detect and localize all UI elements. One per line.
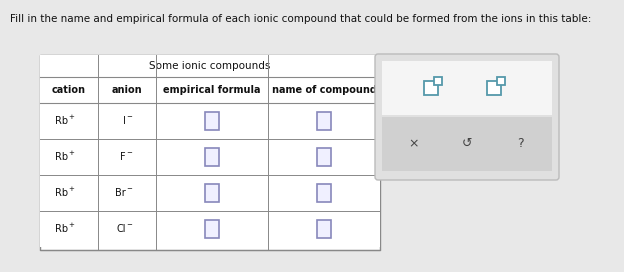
Text: +: + [69, 150, 74, 156]
Text: Cl: Cl [117, 224, 126, 234]
Bar [205, 220, 219, 238]
Bar [497, 77, 505, 85]
Bar [205, 112, 219, 130]
Bar [40, 211, 380, 247]
Text: F: F [120, 152, 126, 162]
Bar [317, 220, 331, 238]
Bar [424, 81, 439, 95]
Text: Rb: Rb [55, 116, 68, 126]
Text: +: + [69, 114, 74, 120]
Text: ?: ? [517, 137, 524, 150]
Text: Rb: Rb [55, 224, 68, 234]
Text: +: + [69, 222, 74, 228]
Text: ×: × [408, 137, 419, 150]
Bar [40, 55, 380, 250]
Text: +: + [69, 186, 74, 192]
Text: Rb: Rb [55, 152, 68, 162]
Bar [40, 175, 380, 211]
Text: empirical formula: empirical formula [163, 85, 261, 95]
Bar [317, 184, 331, 202]
Text: name of compound: name of compound [271, 85, 376, 95]
Text: −: − [127, 186, 132, 192]
Bar [382, 61, 552, 115]
FancyBboxPatch shape [375, 54, 559, 180]
Bar [40, 77, 380, 103]
Text: Br: Br [115, 188, 126, 198]
Text: Fill in the name and empirical formula of each ionic compound that could be form: Fill in the name and empirical formula o… [10, 14, 592, 24]
Bar [487, 81, 500, 95]
Bar [434, 77, 442, 85]
Text: −: − [127, 222, 132, 228]
Text: anion: anion [112, 85, 142, 95]
Text: cation: cation [52, 85, 86, 95]
Bar [205, 148, 219, 166]
Bar [317, 112, 331, 130]
Bar [317, 148, 331, 166]
Text: −: − [127, 150, 132, 156]
Text: Some ionic compounds: Some ionic compounds [149, 61, 271, 71]
Bar [40, 139, 380, 175]
Bar [205, 184, 219, 202]
Bar [40, 103, 380, 139]
Bar [382, 117, 552, 171]
Bar [40, 55, 380, 77]
Text: Rb: Rb [55, 188, 68, 198]
Text: ↺: ↺ [462, 137, 472, 150]
Text: I: I [123, 116, 126, 126]
Text: −: − [127, 114, 132, 120]
